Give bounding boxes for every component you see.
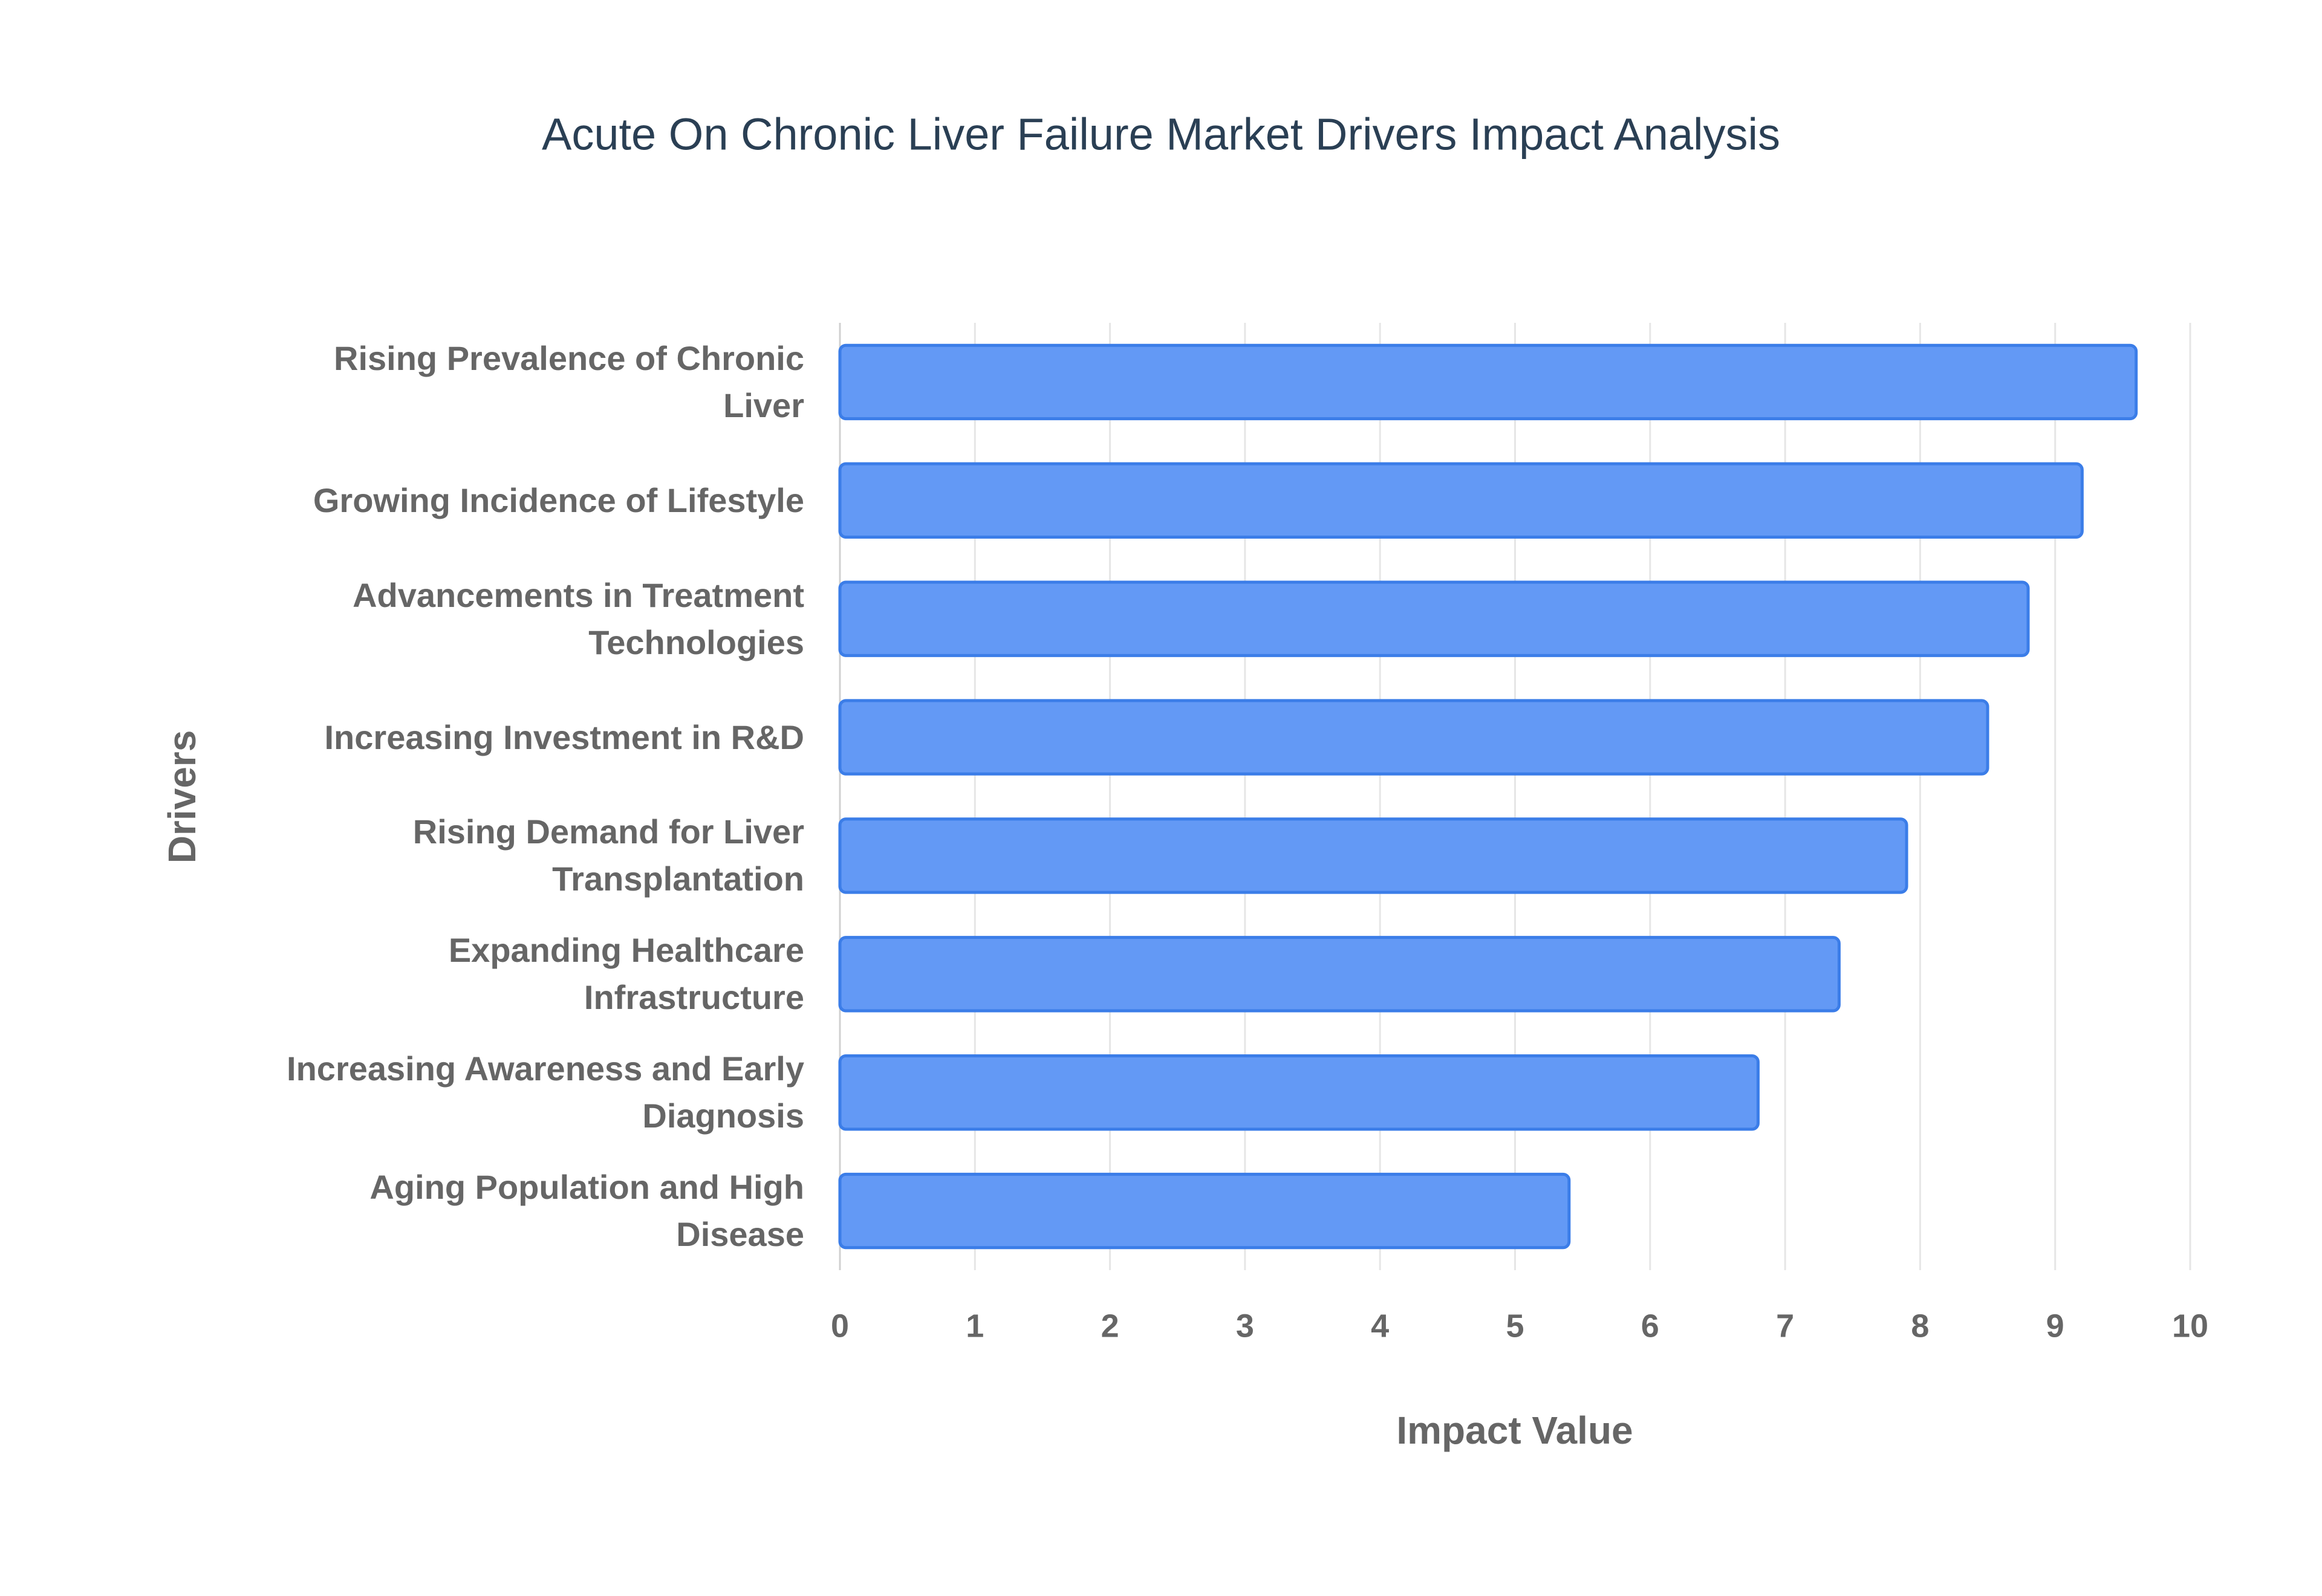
x-tick-label: 7 [1776,1308,1794,1344]
x-tick-label: 5 [1506,1308,1524,1344]
y-tick-label: Rising Prevalence of Chronic Liver [334,339,804,424]
x-tick-label: 2 [1101,1308,1119,1344]
x-tick-label: 0 [831,1308,849,1344]
y-tick-label: Aging Population and High Disease [369,1168,804,1254]
y-axis-title: Drivers [160,730,204,864]
x-tick-label: 9 [2046,1308,2064,1344]
bar [838,936,1841,1013]
bar [838,1054,1760,1131]
bar [838,699,1989,776]
x-axis-title: Impact Value [1396,1409,1633,1452]
y-tick-label: Increasing Awareness and Early Diagnosis [287,1049,804,1135]
x-tick-label: 3 [1236,1308,1254,1344]
bar [838,1172,1571,1250]
y-tick-label: Advancements in Treatment Technologies [353,576,804,661]
y-tick-label: Expanding Healthcare Infrastructure [448,931,804,1017]
y-tick-label: Growing Incidence of Lifestyle [313,481,804,519]
x-tick-label: 8 [1911,1308,1929,1344]
x-tick-label: 10 [2172,1308,2208,1344]
bar [838,343,2138,421]
y-tick-label: Rising Demand for Liver Transplantation [412,813,804,898]
x-tick-label: 6 [1641,1308,1659,1344]
bar [838,817,1908,894]
x-tick-label: 1 [966,1308,984,1344]
y-tick-label: Increasing Investment in R&D [324,718,804,756]
bar [838,580,2030,657]
chart-title: Acute On Chronic Liver Failure Market Dr… [542,109,1780,160]
bar [838,462,2084,539]
x-tick-label: 4 [1371,1308,1389,1344]
